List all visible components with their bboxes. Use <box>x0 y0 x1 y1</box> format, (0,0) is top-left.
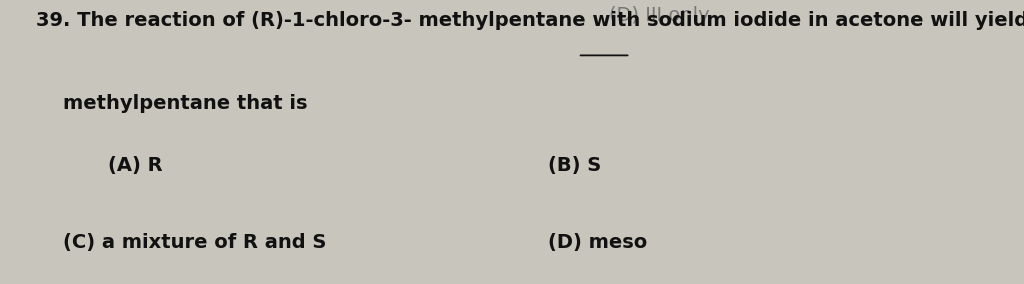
Text: (C) a mixture of R and S: (C) a mixture of R and S <box>36 233 327 252</box>
Text: (D) meso: (D) meso <box>548 233 647 252</box>
Text: (D) III only: (D) III only <box>609 6 710 25</box>
Text: 39. The reaction of (R)-1-chloro-3- methylpentane with sodium iodide in acetone : 39. The reaction of (R)-1-chloro-3- meth… <box>36 11 1024 30</box>
Text: (B) S: (B) S <box>548 156 601 175</box>
Text: methylpentane that is: methylpentane that is <box>36 94 307 113</box>
Text: (A) R: (A) R <box>108 156 162 175</box>
